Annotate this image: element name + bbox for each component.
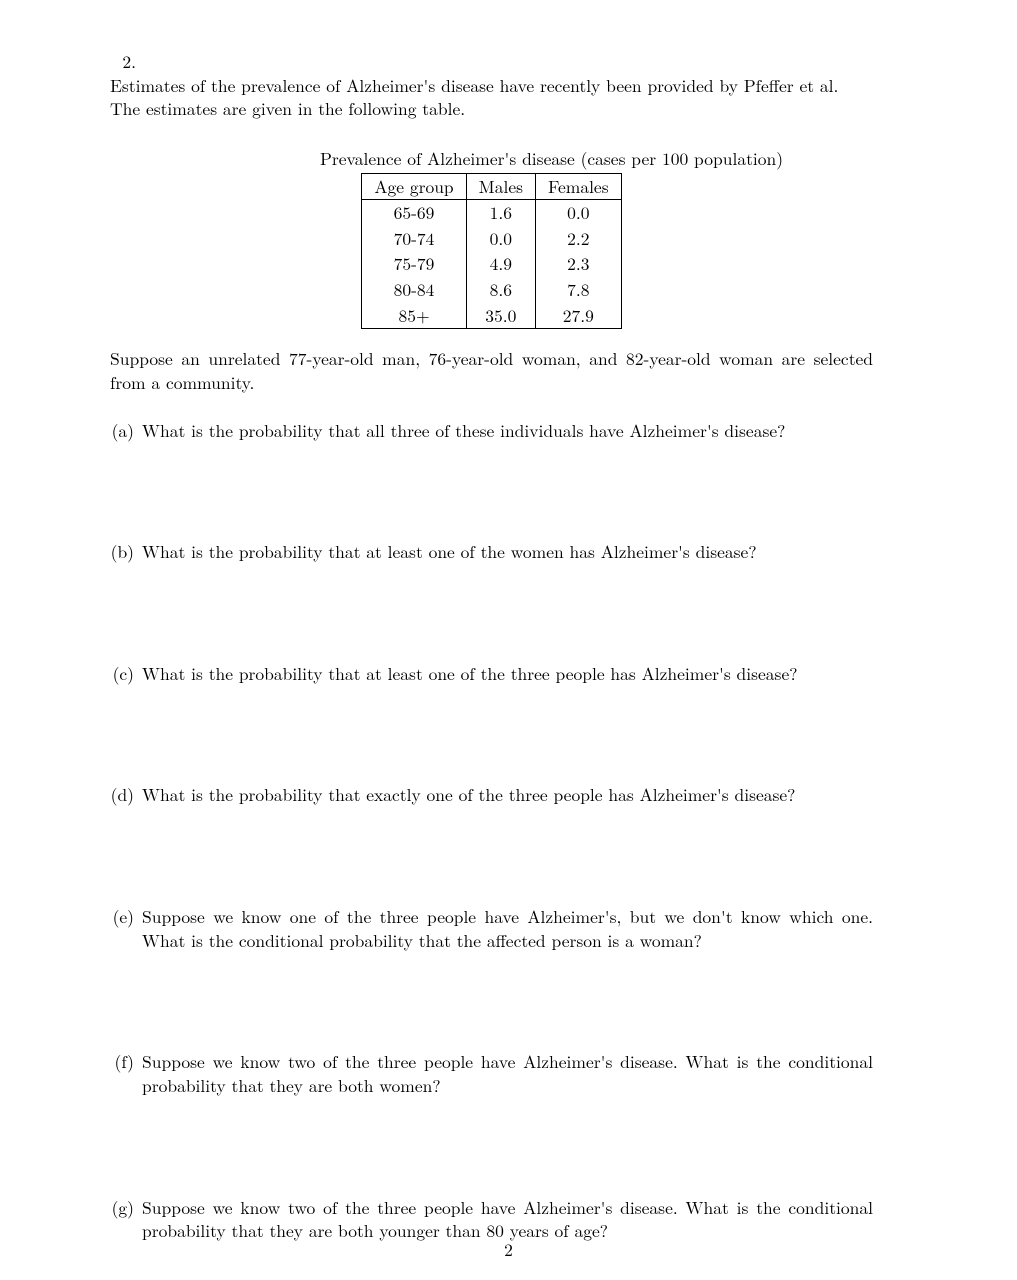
subpart-a: (a) What is the probability that all thr… bbox=[110, 419, 873, 443]
subpart-text: What is the probability that exactly one… bbox=[142, 783, 873, 807]
subpart-f: (f) Suppose we know two of the three peo… bbox=[110, 1050, 873, 1097]
table-row: 70-74 0.0 2.2 bbox=[362, 226, 621, 252]
cell-f: 7.8 bbox=[536, 277, 622, 303]
subpart-text: What is the probability that at least on… bbox=[142, 540, 873, 564]
subpart-label: (a) bbox=[110, 419, 142, 443]
question-body: Estimates of the prevalence of Alzheimer… bbox=[110, 74, 873, 1243]
cell-age: 70-74 bbox=[362, 226, 466, 252]
cell-age: 80-84 bbox=[362, 277, 466, 303]
subpart-label: (e) bbox=[110, 905, 142, 952]
table-row: 75-79 4.9 2.3 bbox=[362, 251, 621, 277]
intro-text: Estimates of the prevalence of Alzheimer… bbox=[110, 73, 838, 122]
subpart-label: (c) bbox=[110, 662, 142, 686]
subpart-d: (d) What is the probability that exactly… bbox=[110, 783, 873, 807]
cell-m: 8.6 bbox=[466, 277, 535, 303]
cell-f: 27.9 bbox=[536, 303, 622, 329]
subpart-g: (g) Suppose we know two of the three peo… bbox=[110, 1196, 873, 1243]
subpart-label: (g) bbox=[110, 1196, 142, 1243]
table-row: 80-84 8.6 7.8 bbox=[362, 277, 621, 303]
table-row: 85+ 35.0 27.9 bbox=[362, 303, 621, 329]
table-caption: Prevalence of Alzheimer's disease (cases… bbox=[110, 147, 873, 171]
table-header-row: Age group Males Females bbox=[362, 173, 621, 200]
subpart-e: (e) Suppose we know one of the three peo… bbox=[110, 905, 873, 952]
prevalence-table: Age group Males Females 65-69 1.6 0.0 70… bbox=[361, 173, 621, 330]
cell-m: 4.9 bbox=[466, 251, 535, 277]
subpart-text: Suppose we know two of the three people … bbox=[142, 1050, 873, 1097]
cell-f: 2.2 bbox=[536, 226, 622, 252]
table-row: 65-69 1.6 0.0 bbox=[362, 200, 621, 226]
cell-age: 85+ bbox=[362, 303, 466, 329]
intro-text-2: Suppose an unrelated 77-year-old man, 76… bbox=[110, 347, 873, 394]
subpart-c: (c) What is the probability that at leas… bbox=[110, 662, 873, 686]
subparts: (a) What is the probability that all thr… bbox=[110, 419, 873, 1243]
subpart-text: Suppose we know two of the three people … bbox=[142, 1196, 873, 1243]
subpart-text: What is the probability that all three o… bbox=[142, 419, 873, 443]
col-age-group: Age group bbox=[362, 173, 466, 200]
subpart-text: What is the probability that at least on… bbox=[142, 662, 873, 686]
subpart-label: (b) bbox=[110, 540, 142, 564]
question-block: 2. Estimates of the prevalence of Alzhei… bbox=[110, 50, 907, 1243]
subpart-text: Suppose we know one of the three people … bbox=[142, 905, 873, 952]
page-number: 2 bbox=[0, 1238, 1017, 1262]
page: 2. Estimates of the prevalence of Alzhei… bbox=[0, 0, 1017, 1280]
cell-age: 75-79 bbox=[362, 251, 466, 277]
subpart-b: (b) What is the probability that at leas… bbox=[110, 540, 873, 564]
cell-f: 0.0 bbox=[536, 200, 622, 226]
subpart-label: (f) bbox=[110, 1050, 142, 1097]
cell-f: 2.3 bbox=[536, 251, 622, 277]
cell-m: 1.6 bbox=[466, 200, 535, 226]
col-males: Males bbox=[466, 173, 535, 200]
cell-m: 35.0 bbox=[466, 303, 535, 329]
col-females: Females bbox=[536, 173, 622, 200]
cell-age: 65-69 bbox=[362, 200, 466, 226]
cell-m: 0.0 bbox=[466, 226, 535, 252]
question-number: 2. bbox=[110, 50, 144, 74]
subpart-label: (d) bbox=[110, 783, 142, 807]
